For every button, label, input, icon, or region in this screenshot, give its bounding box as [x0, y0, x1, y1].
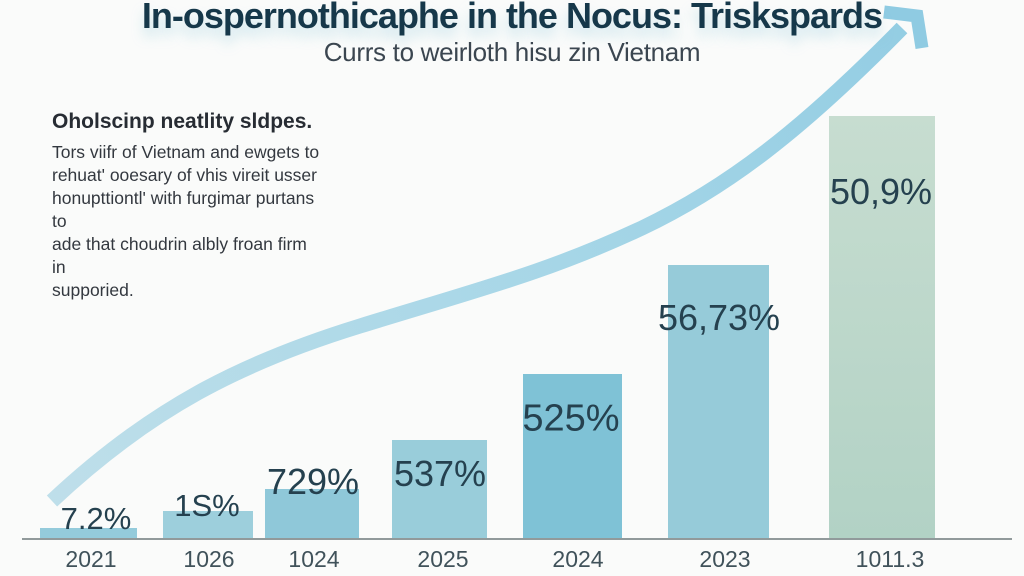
bar-value-label-2021: 7.2%	[60, 501, 132, 536]
bar-2024	[523, 374, 622, 539]
bar-2021	[40, 528, 137, 539]
annotation-heading: Oholscinp neatlity sldpes.	[52, 110, 313, 133]
bar-2023	[668, 265, 769, 539]
bar-value-label-2025: 537%	[393, 453, 487, 494]
bar-value-label-1024: 729%	[266, 461, 360, 502]
bar-value-label-2023: 56,73%	[657, 297, 781, 338]
x-axis-label-2021: 2021	[65, 546, 117, 572]
bar-1026	[163, 511, 253, 539]
x-axis-label-2024: 2024	[552, 546, 604, 572]
x-axis-label-2023: 2023	[699, 546, 751, 572]
bar-1024	[265, 489, 359, 539]
x-axis-baseline	[22, 538, 1012, 540]
x-axis-label-1011-3: 1011.3	[855, 546, 925, 572]
annotation-line: ade that choudrin albly froan firm in	[52, 234, 307, 277]
annotation-block: Oholscinp neatlity sldpes. Tors viifr of…	[52, 110, 322, 302]
bar-2025	[392, 440, 487, 539]
x-axis-label-1026: 1026	[183, 546, 235, 572]
bar-value-label-1026: 1S%	[174, 488, 240, 523]
bar-1011-3	[829, 116, 935, 539]
annotation-line: Tors viifr of Vietnam and ewgets to	[52, 142, 320, 162]
annotation-line: rehuat' ooesary of vhis vireit usser	[52, 165, 317, 185]
annotation-line: supporied.	[52, 280, 134, 300]
bar-value-label-1011-3: 50,9%	[829, 171, 933, 212]
chart-title: In-ospernothicaphe in the Nocus: Trisksp…	[141, 0, 883, 36]
x-axis-label-2025: 2025	[417, 546, 469, 572]
x-axis-label-1024: 1024	[288, 546, 340, 572]
bar-value-label-2024: 525%	[522, 397, 620, 440]
chart-subtitle: Currs to weirloth hisu zin Vietnam	[323, 37, 701, 67]
annotation-line: honupttiontl' with furgimar purtans to	[52, 188, 315, 231]
